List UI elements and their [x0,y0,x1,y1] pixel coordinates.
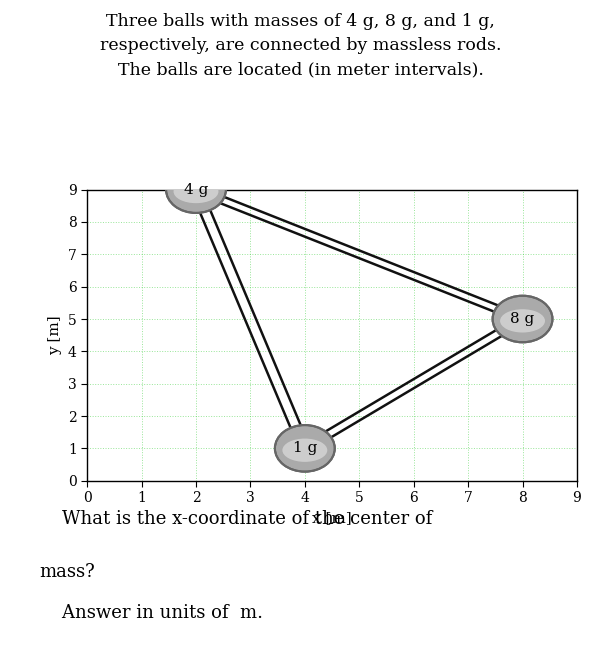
Ellipse shape [174,180,218,203]
Text: 1 g: 1 g [293,441,317,455]
Y-axis label: y [m]: y [m] [48,315,63,355]
Ellipse shape [282,439,328,462]
Text: Answer in units of  m.: Answer in units of m. [39,604,263,622]
Ellipse shape [166,166,226,213]
Text: 8 g: 8 g [510,312,535,326]
Ellipse shape [493,296,552,342]
Ellipse shape [275,425,335,472]
Ellipse shape [500,309,545,332]
Text: mass?: mass? [39,563,95,581]
Text: 4 g: 4 g [184,182,208,197]
Text: What is the x-coordinate of the center of: What is the x-coordinate of the center o… [39,509,432,528]
Text: Three balls with masses of 4 g, 8 g, and 1 g,
respectively, are connected by mas: Three balls with masses of 4 g, 8 g, and… [100,13,501,78]
X-axis label: x [m]: x [m] [313,511,352,525]
